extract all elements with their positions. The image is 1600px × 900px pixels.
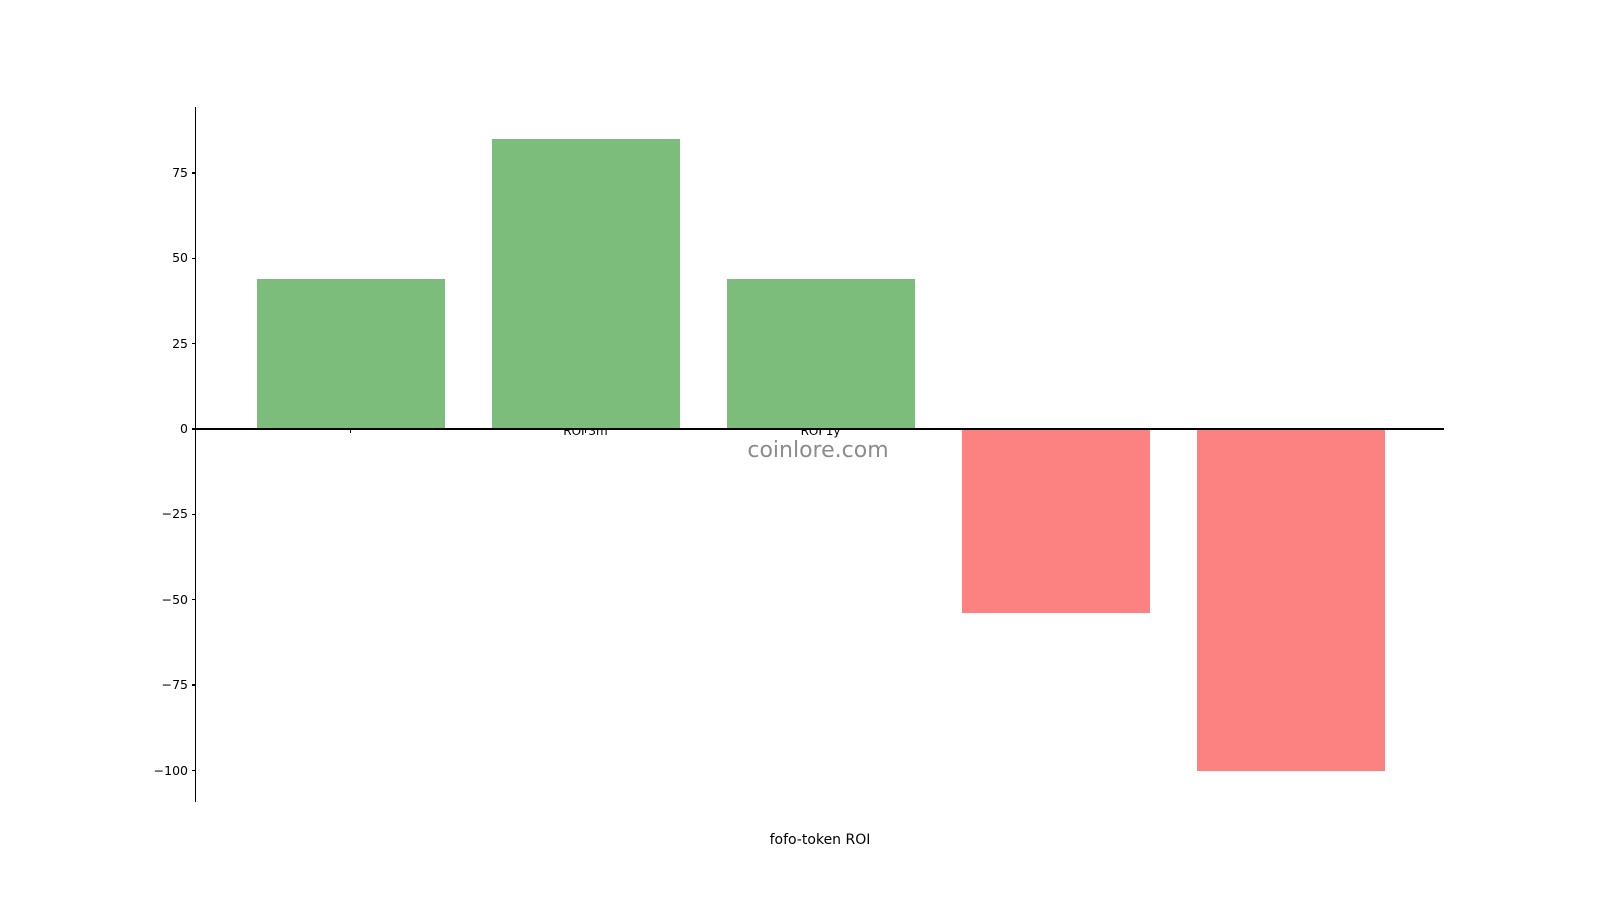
bar-1	[256, 278, 445, 429]
x-tick-mark	[349, 429, 352, 433]
y-tick-mark	[192, 428, 196, 430]
bar-2-roi-3m	[491, 138, 680, 429]
x-axis-zero-line	[194, 428, 1444, 430]
bar-5	[1196, 429, 1385, 771]
y-tick-label: 50	[172, 250, 188, 266]
bar-3-roi-1y	[726, 278, 915, 429]
y-tick-label: 75	[172, 164, 188, 180]
y-tick-mark	[192, 769, 196, 772]
y-tick-mark	[192, 513, 196, 516]
x-tick-mark	[584, 429, 587, 433]
y-tick-label: −100	[153, 762, 188, 778]
chart-title: fofo-token ROI	[769, 832, 871, 848]
y-tick-label: −25	[161, 506, 188, 522]
y-tick-label: 0	[180, 421, 188, 436]
coinlore-watermark: coinlore.com	[747, 438, 889, 463]
y-tick-mark	[192, 599, 196, 601]
y-tick-mark	[192, 342, 196, 345]
bar-4	[961, 429, 1150, 614]
y-tick-label: −75	[161, 677, 188, 693]
y-tick-mark	[192, 257, 196, 259]
y-axis-spine	[194, 107, 196, 802]
y-tick-label: 25	[172, 335, 188, 351]
y-tick-mark	[192, 172, 196, 174]
y-tick-mark	[192, 684, 196, 686]
x-tick-mark	[819, 429, 822, 433]
y-tick-label: −50	[161, 591, 188, 607]
